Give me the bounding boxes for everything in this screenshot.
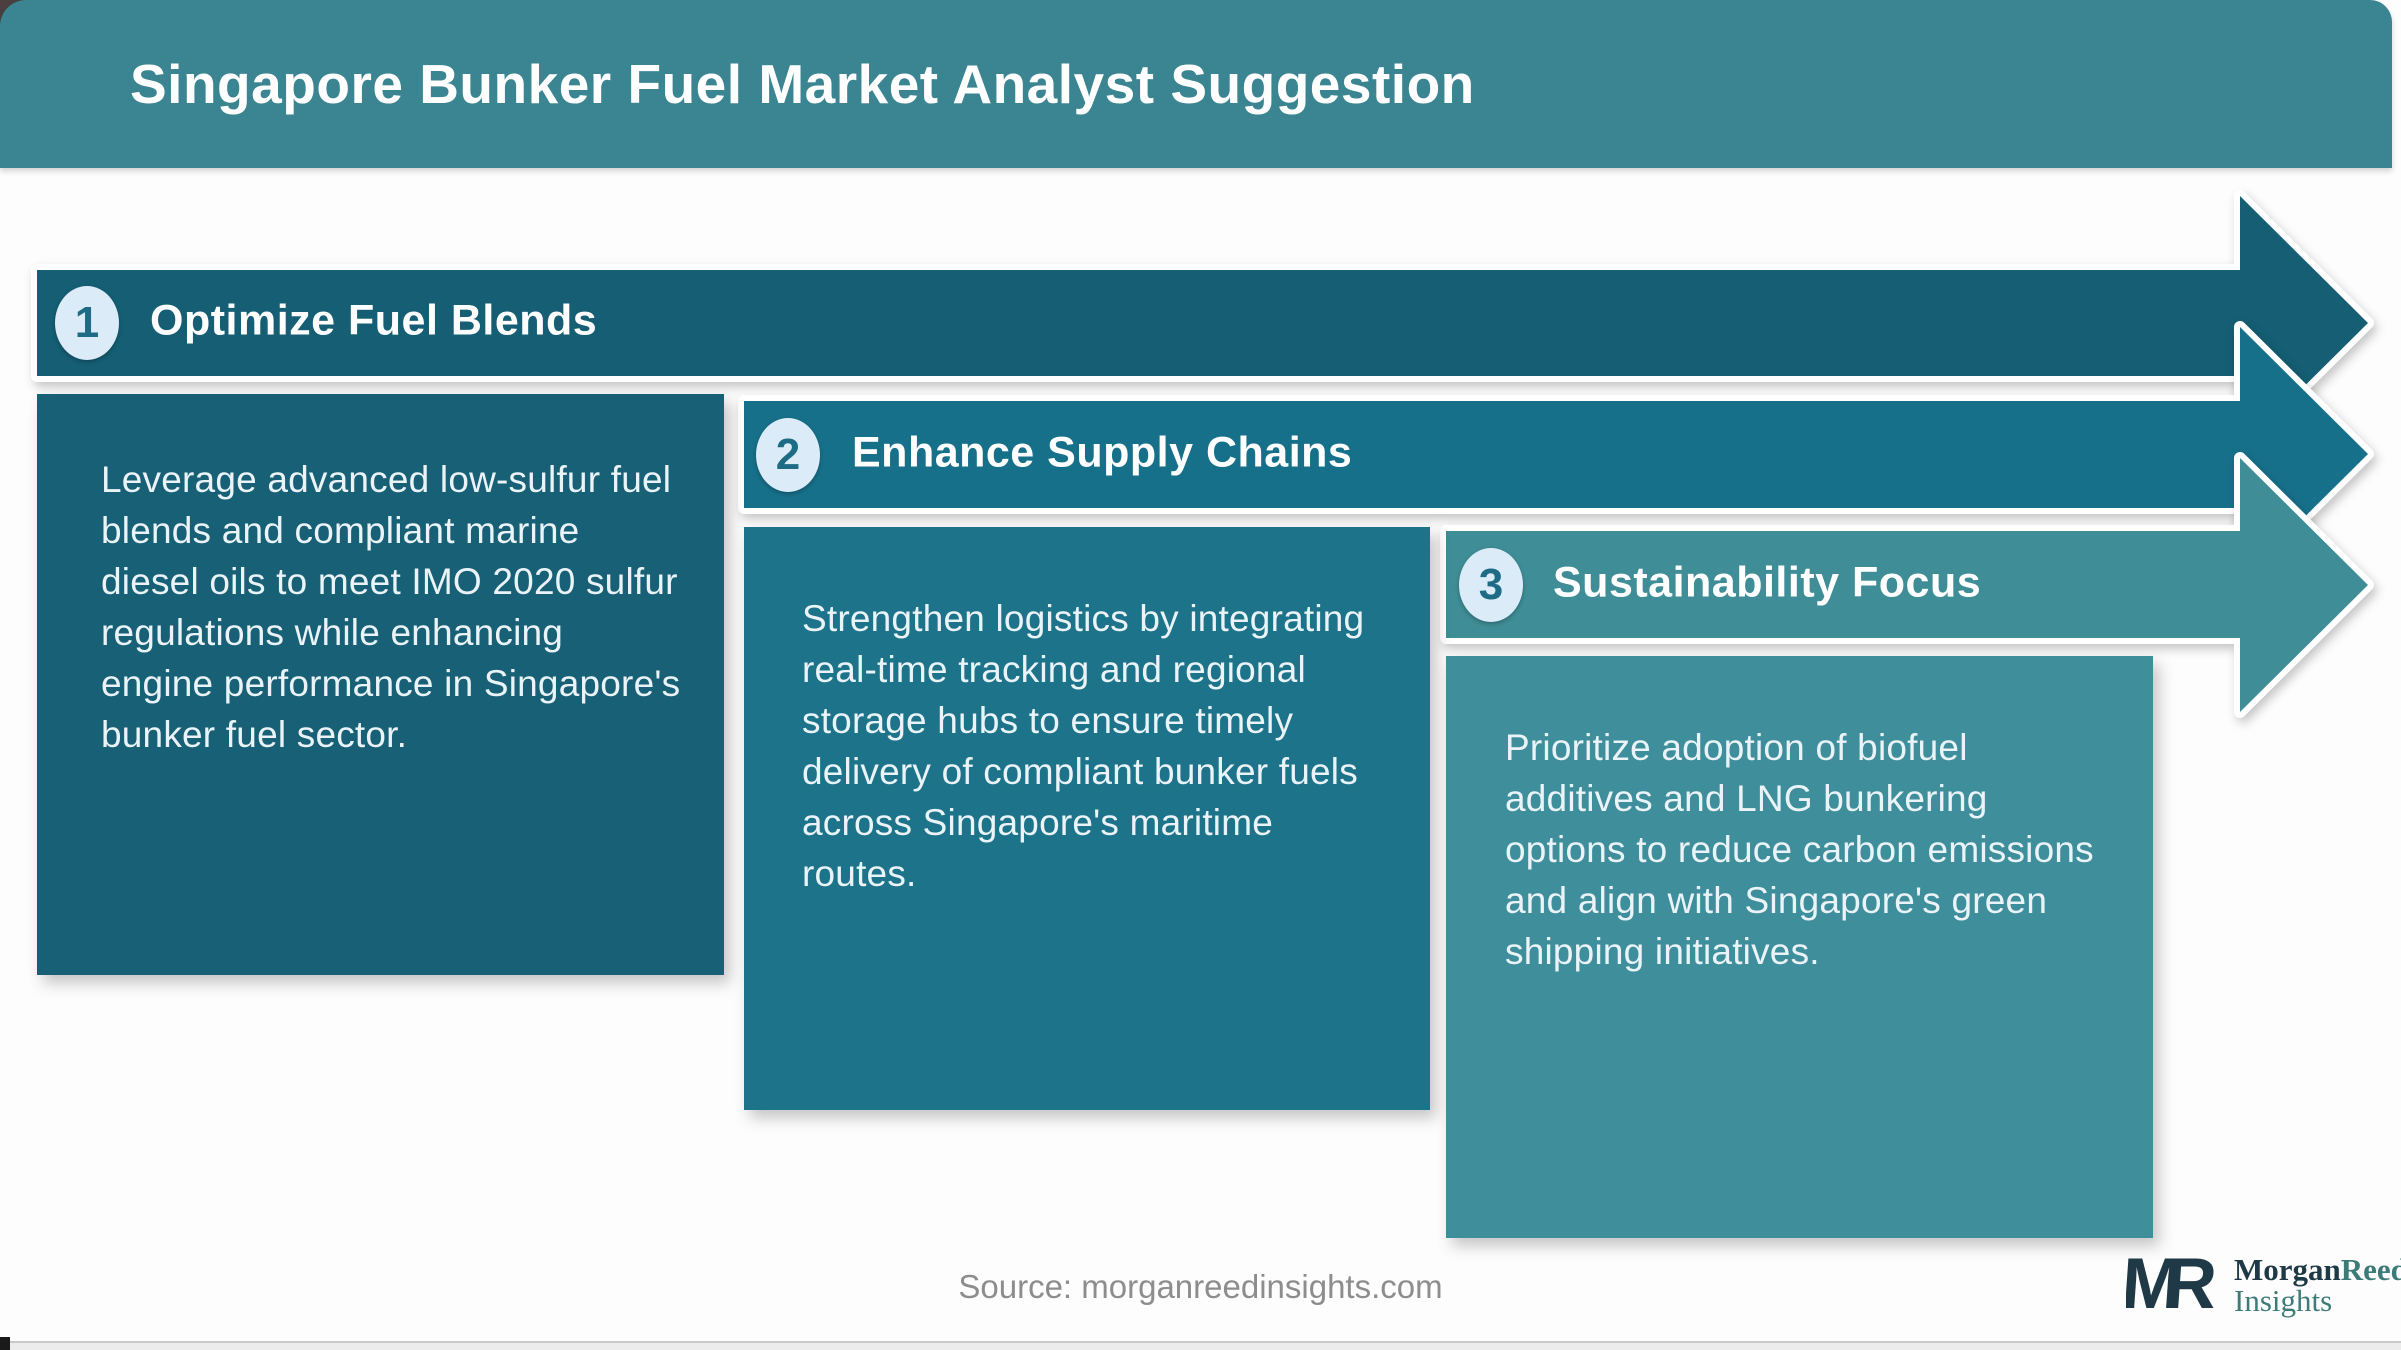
step-description-box-2: Strengthen logistics by integrating real… xyxy=(744,527,1430,1110)
title-banner: Singapore Bunker Fuel Market Analyst Sug… xyxy=(0,0,2392,168)
corner-artifact-bottom-left xyxy=(0,1337,10,1350)
step-title-2: Enhance Supply Chains xyxy=(852,428,1353,477)
step-number-3: 3 xyxy=(1478,560,1504,609)
step-description-text-2: Strengthen logistics by integrating real… xyxy=(802,598,1365,894)
step-number-badge-1: 1 xyxy=(55,286,119,360)
source-attribution: Source: morganreedinsights.com xyxy=(958,1268,1443,1305)
logo-wordmark: MorganReed Insights xyxy=(2234,1254,2401,1316)
svg-text:MR: MR xyxy=(2126,1252,2218,1318)
step-title-3: Sustainability Focus xyxy=(1553,558,1982,607)
logo-name-secondary: Reed xyxy=(2340,1252,2401,1287)
step-number-badge-3: 3 xyxy=(1459,548,1523,622)
step-description-box-3: Prioritize adoption of biofuel additives… xyxy=(1446,656,2153,1238)
step-description-box-1: Leverage advanced low-sulfur fuel blends… xyxy=(37,394,724,975)
morganreed-logo: MR MorganReed Insights xyxy=(2126,1252,2401,1318)
step-number-2: 2 xyxy=(775,430,801,479)
step-title-1: Optimize Fuel Blends xyxy=(150,296,598,345)
bottom-edge-strip xyxy=(0,1341,2401,1350)
mr-monogram-icon: MR xyxy=(2126,1252,2218,1318)
page-title: Singapore Bunker Fuel Market Analyst Sug… xyxy=(130,53,1475,115)
step-number-1: 1 xyxy=(74,298,100,347)
step-description-text-1: Leverage advanced low-sulfur fuel blends… xyxy=(101,459,681,755)
logo-tagline: Insights xyxy=(2234,1283,2333,1318)
logo-name-primary: Morgan xyxy=(2234,1252,2341,1287)
step-description-text-3: Prioritize adoption of biofuel additives… xyxy=(1505,727,2094,972)
step-number-badge-2: 2 xyxy=(756,418,820,492)
arrow-shape-step-3 xyxy=(1440,452,2374,718)
